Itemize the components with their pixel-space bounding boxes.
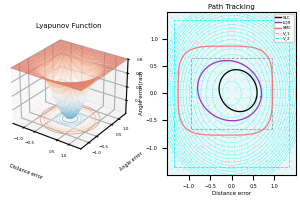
Title: Path Tracking: Path Tracking bbox=[208, 4, 255, 10]
Title: Lyapunov Function: Lyapunov Function bbox=[35, 23, 101, 29]
X-axis label: Distance error: Distance error bbox=[9, 164, 43, 181]
Y-axis label: Angle error: Angle error bbox=[119, 151, 144, 172]
Y-axis label: Angle error(rad): Angle error(rad) bbox=[140, 71, 145, 115]
Legend: SLC, LQR, SMC, V_1, V_2: SLC, LQR, SMC, V_1, V_2 bbox=[274, 14, 294, 42]
X-axis label: Distance error: Distance error bbox=[212, 191, 251, 196]
